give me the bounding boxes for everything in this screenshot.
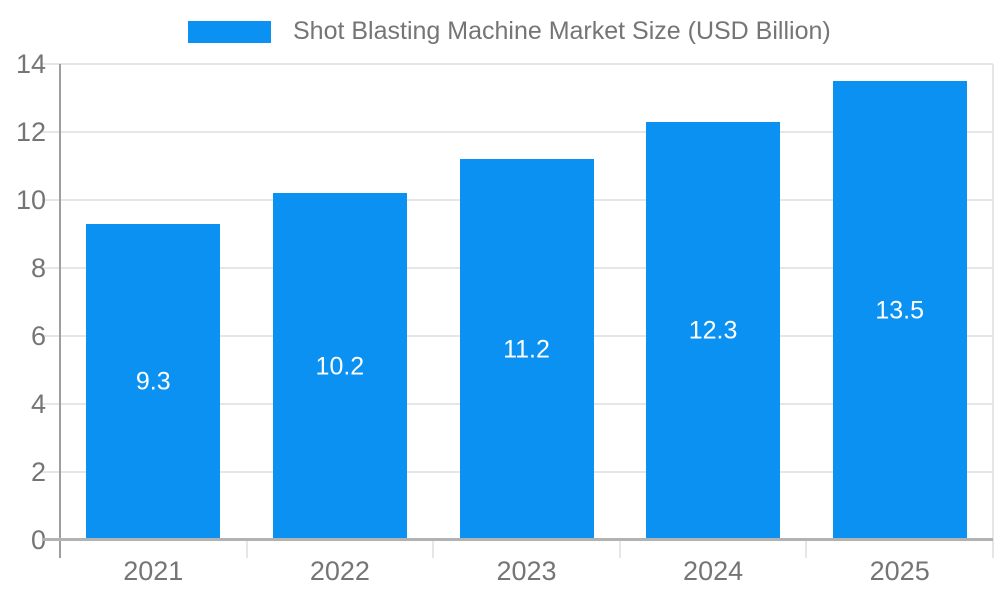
bar-value-label: 11.2 xyxy=(503,335,550,364)
x-axis-tick xyxy=(245,540,248,558)
bar-value-label: 13.5 xyxy=(875,296,925,324)
y-axis-tick-label: 2 xyxy=(30,457,46,487)
x-axis-label-2021: 2021 xyxy=(123,556,184,586)
gridline-y14 xyxy=(42,63,993,65)
legend-swatch xyxy=(188,20,271,43)
y-axis-line xyxy=(59,64,61,558)
x-axis-tick xyxy=(805,540,808,558)
bar-value-label: 10.2 xyxy=(315,352,365,381)
y-axis-tick-label: 10 xyxy=(15,185,46,215)
bar-value-label: 12.3 xyxy=(688,316,738,345)
y-axis-tick-label: 14 xyxy=(15,49,46,79)
y-axis-tick-label: 12 xyxy=(15,117,46,147)
chart-legend: Shot Blasting Machine Market Size (USD B… xyxy=(188,9,831,54)
gridline-y12 xyxy=(42,131,993,133)
x-axis-label-2023: 2023 xyxy=(496,556,557,586)
x-axis-label-2024: 2024 xyxy=(683,556,744,586)
bar-value-label: 9.3 xyxy=(135,367,171,396)
chart-title: Shot Blasting Machine Market Size (USD B… xyxy=(293,17,831,45)
y-axis-tick-label: 4 xyxy=(30,389,46,419)
x-axis-tick xyxy=(618,540,621,558)
bar-2022[interactable]: 10.2 xyxy=(272,193,407,540)
x-axis-tick xyxy=(432,540,435,558)
x-axis-line xyxy=(42,538,993,541)
y-axis-tick-label: 6 xyxy=(30,321,46,351)
plot-right-border xyxy=(992,64,994,558)
x-axis-label-2022: 2022 xyxy=(309,556,370,586)
x-axis-label-2025: 2025 xyxy=(869,556,930,586)
y-axis-tick-label: 8 xyxy=(30,253,46,283)
plot-area: 0 2 4 6 8 10 12 14 9.3 10.2 11.2 12.3 13.5 2021 2022 20… xyxy=(16,50,994,585)
y-axis-tick-label: 0 xyxy=(30,525,46,555)
bar-2023[interactable]: 11.2 xyxy=(459,159,594,540)
bar-2025[interactable]: 13.5 xyxy=(832,81,967,540)
bar-2021[interactable]: 9.3 xyxy=(86,223,221,540)
bar-2024[interactable]: 12.3 xyxy=(646,121,781,540)
